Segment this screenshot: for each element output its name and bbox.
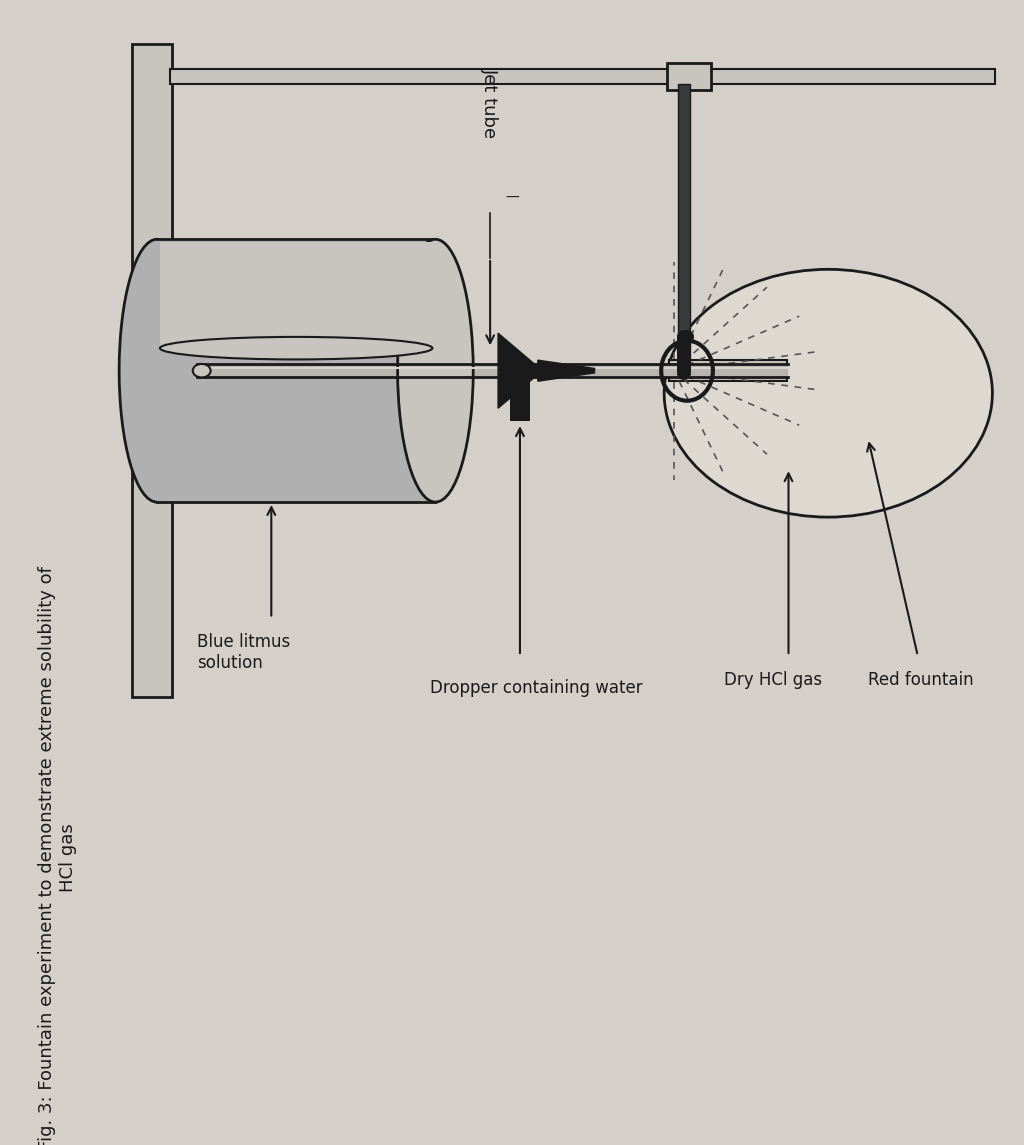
Polygon shape: [538, 361, 595, 381]
Text: Jet tube: Jet tube: [481, 68, 499, 137]
Bar: [132, 44, 172, 697]
Text: Dropper containing water: Dropper containing water: [430, 679, 643, 696]
Bar: [510, 374, 529, 412]
Text: Blue litmus
solution: Blue litmus solution: [197, 633, 290, 672]
Polygon shape: [498, 333, 538, 409]
Bar: [197, 364, 788, 378]
Bar: [678, 84, 690, 377]
Bar: [170, 69, 995, 84]
Text: —: —: [505, 191, 519, 205]
Circle shape: [665, 269, 992, 518]
Text: Dry HCl gas: Dry HCl gas: [724, 671, 822, 689]
Text: Red fountain: Red fountain: [868, 671, 974, 689]
Text: Fig. 3: Fountain experiment to demonstrate extreme solubility of
HCl gas: Fig. 3: Fountain experiment to demonstra…: [38, 566, 77, 1145]
Ellipse shape: [397, 239, 473, 503]
Bar: [160, 242, 432, 348]
Bar: [669, 361, 786, 381]
Bar: [510, 410, 529, 421]
Bar: [157, 239, 435, 503]
Ellipse shape: [160, 337, 432, 360]
Ellipse shape: [119, 239, 195, 503]
Bar: [668, 63, 711, 89]
Circle shape: [193, 364, 211, 378]
